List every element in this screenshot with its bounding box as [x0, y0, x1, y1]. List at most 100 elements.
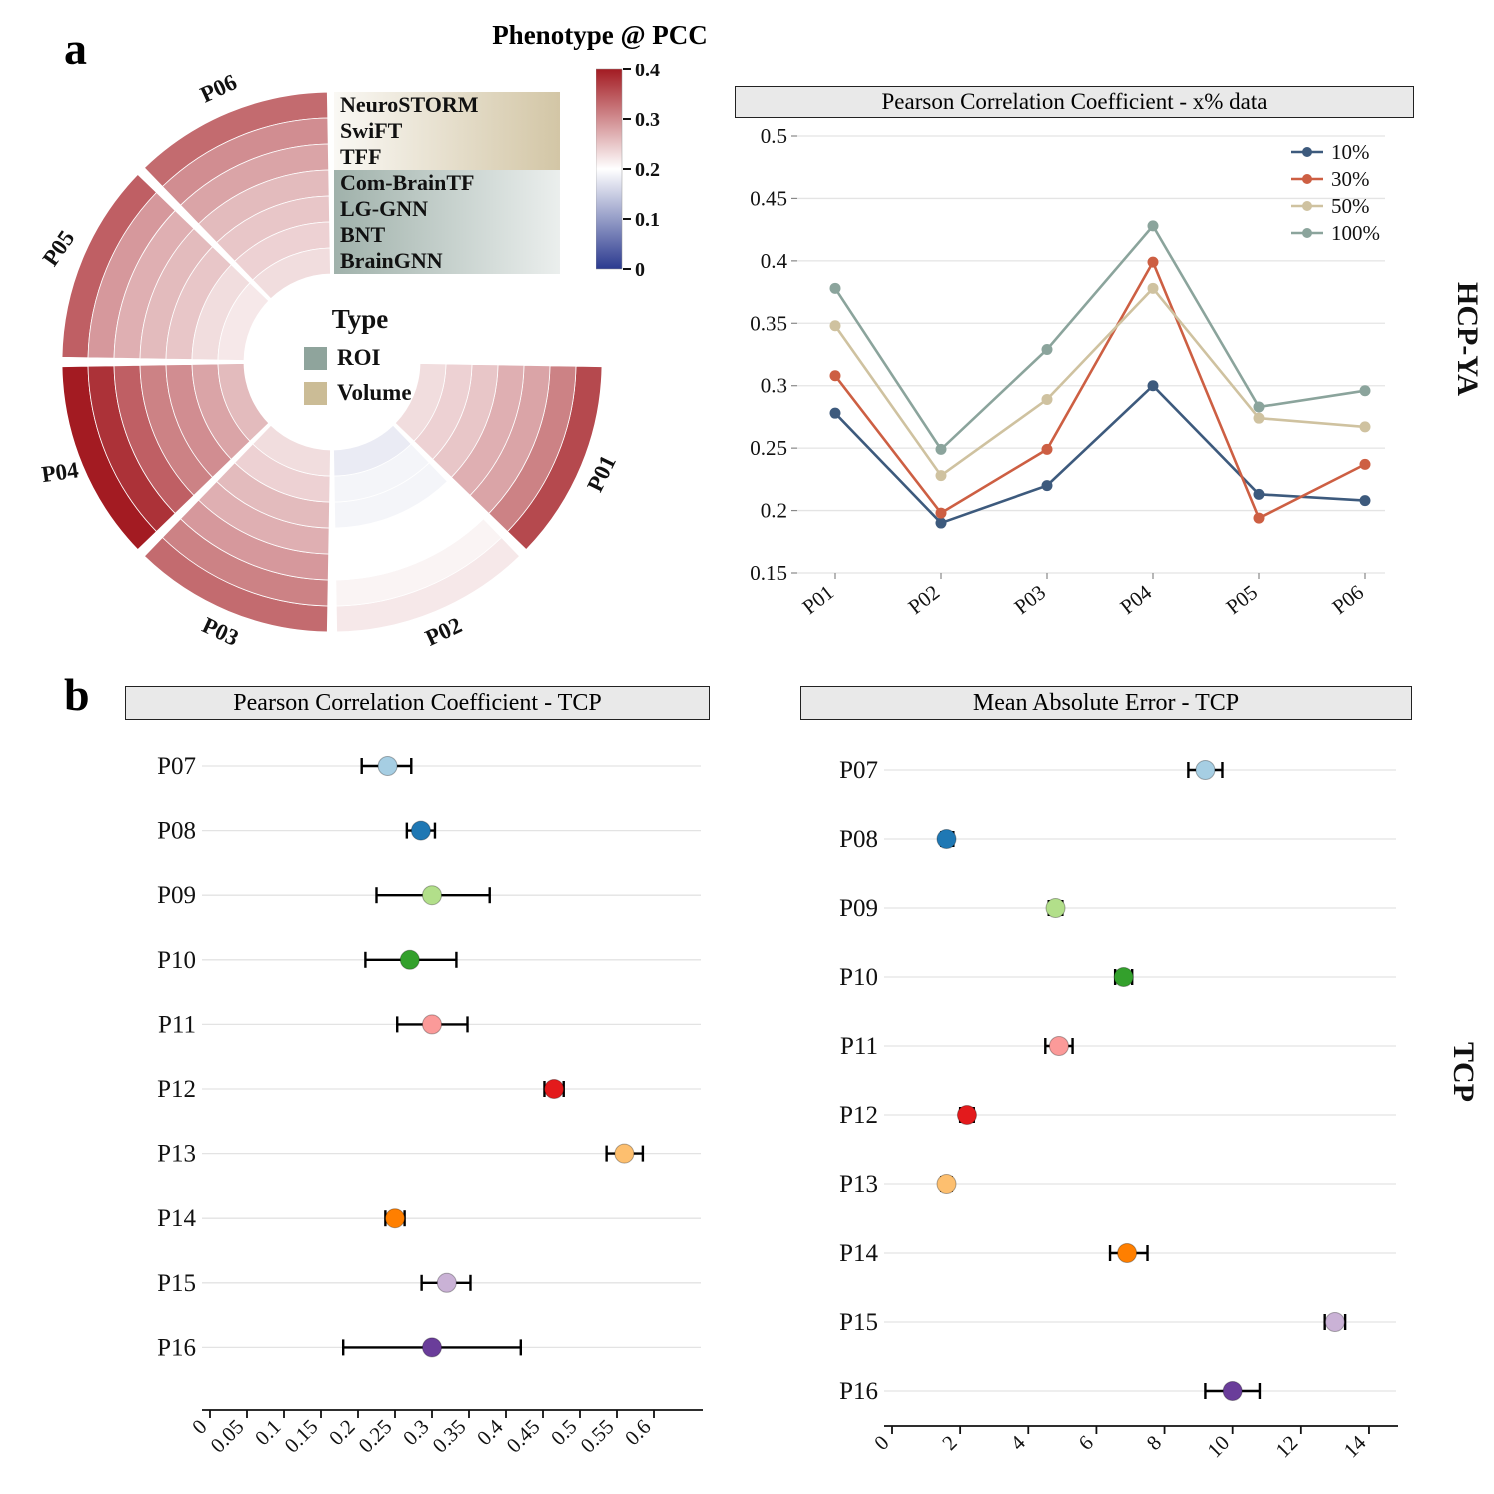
- point-100%-P04: [1147, 220, 1159, 232]
- x-tick-0.05: 0.05: [206, 1415, 249, 1458]
- panel-a-label: a: [64, 23, 87, 74]
- dot-P07: [377, 756, 398, 776]
- x-tick-0: 0: [869, 1431, 893, 1455]
- category-label-P13: P13: [157, 1141, 196, 1168]
- colorbar-tick-0.3: 0.3: [635, 109, 660, 131]
- x-tick-0.55: 0.55: [576, 1415, 619, 1458]
- x-tick-0.25: 0.25: [354, 1415, 397, 1458]
- sector-label-P06: P06: [196, 69, 240, 107]
- pcc-dot-panel: Pearson Correlation Coefficient - TCP P0…: [125, 686, 710, 1476]
- panel-b-label: b: [64, 669, 90, 720]
- point-30%-P01: [829, 370, 841, 382]
- ring-label-NeuroSTORM: NeuroSTORM: [334, 92, 560, 118]
- y-tick-0.35: 0.35: [750, 311, 787, 335]
- point-50%-P06: [1359, 421, 1371, 433]
- dot-P14: [1117, 1243, 1138, 1263]
- x-tick-0.2: 0.2: [324, 1415, 360, 1451]
- category-label-P08: P08: [839, 826, 878, 853]
- x-tick-8: 8: [1142, 1431, 1166, 1455]
- line-series-50%: [833, 286, 1366, 478]
- category-label-P08: P08: [157, 818, 196, 845]
- point-100%-P03: [1041, 344, 1053, 356]
- polar-cell-P03-BrainGNN: [252, 424, 331, 477]
- polar-cell-P02-BrainGNN: [333, 424, 412, 477]
- polar-chart-title: Phenotype @ PCC: [492, 20, 708, 50]
- x-tick-P01: P01: [798, 580, 839, 619]
- dot-P10: [399, 949, 420, 970]
- y-tick-0.4: 0.4: [761, 249, 788, 273]
- category-label-P15: P15: [157, 1270, 196, 1297]
- dot-P12: [956, 1105, 977, 1125]
- dot-P10: [1113, 967, 1134, 987]
- type-legend-title: Type: [331, 304, 389, 334]
- x-tick-2: 2: [937, 1431, 961, 1455]
- pcc-dot-title: Pearson Correlation Coefficient - TCP: [125, 686, 710, 720]
- line-chart-title: Pearson Correlation Coefficient - x% dat…: [735, 86, 1414, 118]
- legend-label-30%: 30%: [1331, 167, 1370, 191]
- sector-label-P05: P05: [38, 226, 80, 271]
- ring-label-BNT: BNT: [334, 222, 560, 248]
- point-50%-P01: [829, 320, 841, 332]
- legend-dot-10%: [1302, 147, 1312, 157]
- y-tick-0.15: 0.15: [750, 561, 787, 585]
- x-tick-0.15: 0.15: [280, 1415, 323, 1458]
- legend-label-10%: 10%: [1331, 140, 1370, 164]
- point-10%-P05: [1253, 488, 1265, 500]
- dot-P11: [1048, 1036, 1069, 1056]
- dataset-label-tcp: TCP: [1447, 1042, 1480, 1102]
- point-10%-P02: [935, 517, 947, 529]
- line-series-100%: [833, 223, 1366, 452]
- x-tick-0.5: 0.5: [546, 1415, 582, 1451]
- x-tick-4: 4: [1005, 1430, 1030, 1455]
- point-50%-P03: [1041, 393, 1053, 405]
- dot-P14: [385, 1208, 405, 1229]
- polar-cell-P04-BrainGNN: [217, 363, 270, 442]
- x-tick-14: 14: [1339, 1430, 1371, 1462]
- line-chart-plot: 0.5 0.45 0.4 0.35 0.3 0.25 0.2 0.15 P01 P02 P03 P04…: [750, 124, 1385, 619]
- dot-P08: [410, 820, 431, 841]
- point-50%-P02: [935, 470, 947, 482]
- x-tick-10: 10: [1202, 1431, 1234, 1463]
- type-legend-label: Volume: [337, 380, 412, 405]
- point-10%-P06: [1359, 495, 1371, 507]
- point-30%-P03: [1041, 443, 1053, 455]
- x-tick-6: 6: [1074, 1431, 1098, 1455]
- ring-label-BrainGNN: BrainGNN: [334, 248, 560, 274]
- volume-swatch-icon: [304, 381, 327, 405]
- category-label-P12: P12: [839, 1102, 878, 1129]
- category-label-P09: P09: [157, 882, 196, 909]
- point-100%-P02: [935, 443, 947, 455]
- mae-dot-panel: Mean Absolute Error - TCP P07 P08 P09 P10 P1…: [800, 686, 1412, 1466]
- point-100%-P05: [1253, 401, 1265, 413]
- category-label-P14: P14: [157, 1205, 196, 1232]
- legend-dot-100%: [1302, 228, 1312, 238]
- x-tick-12: 12: [1271, 1431, 1303, 1463]
- type-legend-item-roi: ROI: [280, 345, 440, 371]
- legend-dot-30%: [1302, 174, 1312, 184]
- category-label-P09: P09: [839, 895, 878, 922]
- x-tick-P02: P02: [904, 580, 945, 619]
- point-100%-P06: [1359, 385, 1371, 397]
- x-tick-0.3: 0.3: [398, 1415, 434, 1451]
- category-label-P15: P15: [839, 1309, 878, 1336]
- dot-P13: [936, 1174, 957, 1194]
- mae-dot-plot: P07 P08 P09 P10 P11 P12 P13 P14 P15 P16 0 2 4 6 8 10 12 1…: [839, 757, 1398, 1463]
- dot-P12: [544, 1079, 565, 1099]
- pcc-colorbar: 0.4 0.3 0.2 0.1 0: [596, 64, 660, 279]
- y-tick-0.45: 0.45: [750, 186, 787, 210]
- ring-label-LG-GNN: LG-GNN: [334, 196, 560, 222]
- dataset-label-hcp-ya: HCP-YA: [1451, 282, 1484, 396]
- point-10%-P01: [829, 407, 841, 419]
- legend-dot-50%: [1302, 201, 1312, 211]
- phenotype-polar-heatmap: P01 P02 P03 P04 P05 P06: [38, 69, 621, 651]
- colorbar-tick-0.1: 0.1: [635, 209, 660, 231]
- colorbar-tick-0: 0: [635, 259, 645, 279]
- category-label-P11: P11: [840, 1033, 878, 1060]
- dot-P08: [936, 829, 957, 849]
- x-tick-P06: P06: [1328, 580, 1369, 619]
- sector-label-P01: P01: [582, 451, 621, 495]
- colorbar-gradient: [596, 68, 623, 270]
- polar-cell-P05-BrainGNN: [217, 282, 270, 361]
